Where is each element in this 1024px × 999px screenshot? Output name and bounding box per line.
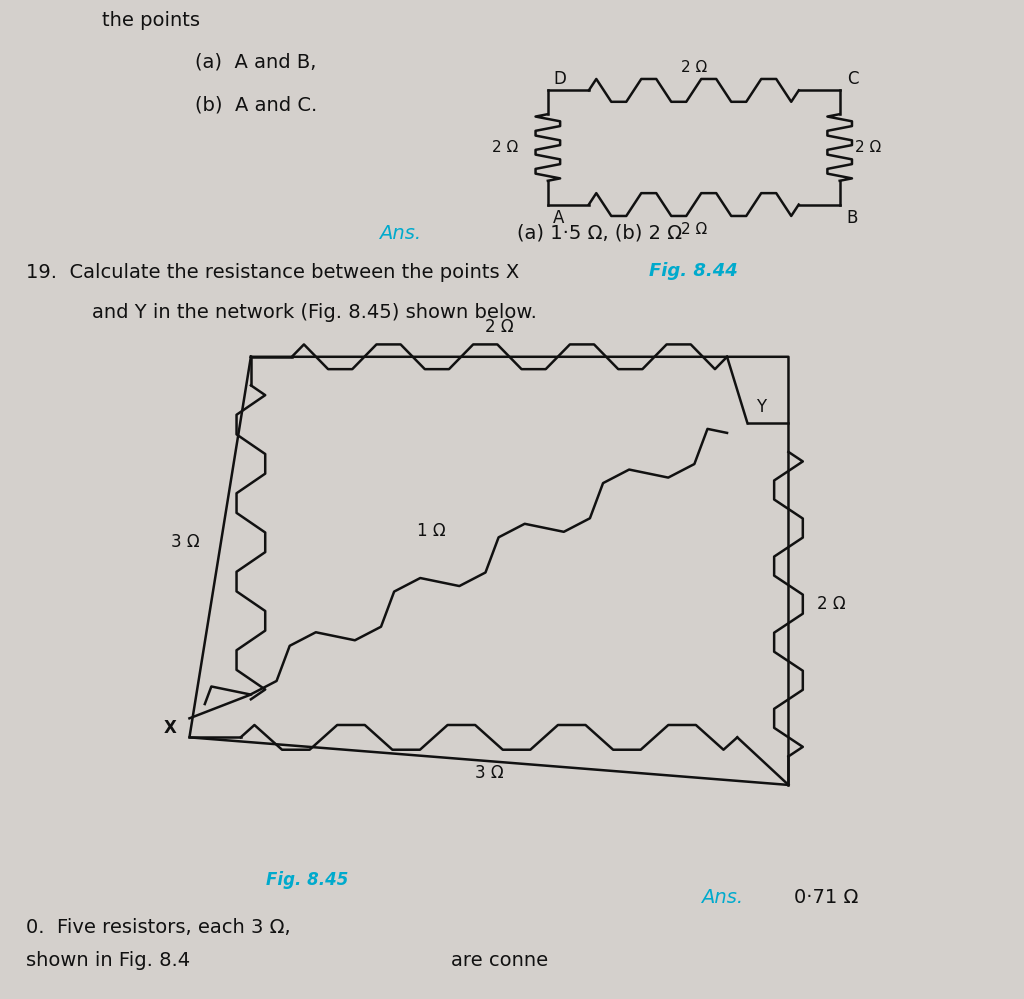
Text: and Y in the network (Fig. 8.45) shown below.: and Y in the network (Fig. 8.45) shown b… [92,303,537,322]
Text: (a)  A and B,: (a) A and B, [195,52,316,71]
Text: shown in Fig. 8.4: shown in Fig. 8.4 [26,951,189,970]
Text: 2 Ω: 2 Ω [817,595,846,613]
Text: 1 Ω: 1 Ω [417,521,445,539]
Text: Fig. 8.44: Fig. 8.44 [649,262,738,280]
Text: the points: the points [102,11,201,30]
Text: A: A [553,210,564,228]
Text: are conne: are conne [451,951,548,970]
Text: D: D [553,70,566,88]
Text: 2 Ω: 2 Ω [855,140,882,155]
Text: X: X [163,719,176,737]
Text: C: C [847,70,858,88]
Text: 2 Ω: 2 Ω [485,318,513,336]
Text: Ans.: Ans. [701,888,743,907]
Text: 0·71 Ω: 0·71 Ω [794,888,858,907]
Text: Ans.: Ans. [379,224,421,243]
Text: 3 Ω: 3 Ω [171,533,200,551]
Text: 19.  Calculate the resistance between the points X: 19. Calculate the resistance between the… [26,263,519,282]
Text: Y: Y [756,398,766,416]
Text: 0.  Five resistors, each 3 Ω,: 0. Five resistors, each 3 Ω, [26,918,290,937]
Text: 2 Ω: 2 Ω [681,222,707,237]
Text: 2 Ω: 2 Ω [681,60,707,75]
Text: 2 Ω: 2 Ω [492,140,518,155]
Text: (a) 1·5 Ω, (b) 2 Ω: (a) 1·5 Ω, (b) 2 Ω [517,224,682,243]
Text: (b)  A and C.: (b) A and C. [195,95,316,114]
Text: Fig. 8.45: Fig. 8.45 [266,870,348,888]
Text: B: B [847,210,858,228]
Text: 3 Ω: 3 Ω [475,764,503,782]
